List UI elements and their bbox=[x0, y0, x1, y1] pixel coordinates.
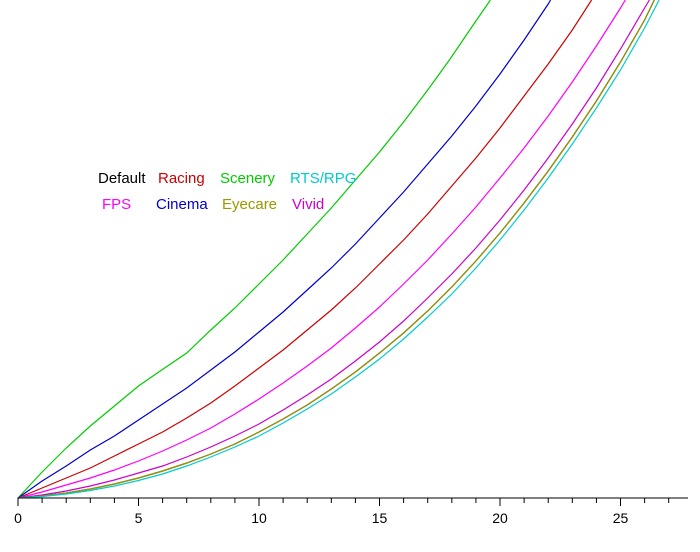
legend-eyecare: Eyecare bbox=[222, 196, 277, 213]
series-vivid bbox=[18, 0, 649, 498]
series-racing bbox=[18, 0, 592, 498]
legend-racing: Racing bbox=[158, 170, 205, 187]
series-rtsrpg bbox=[18, 0, 659, 498]
x-tick-label: 5 bbox=[135, 510, 143, 526]
legend-fps: FPS bbox=[102, 196, 131, 213]
line-chart bbox=[0, 0, 700, 552]
legend-default: Default bbox=[98, 170, 146, 187]
x-tick-label: 0 bbox=[14, 510, 22, 526]
x-tick-label: 25 bbox=[613, 510, 629, 526]
legend-scenery: Scenery bbox=[220, 170, 275, 187]
series-scenery bbox=[18, 0, 490, 498]
series-eyecare bbox=[18, 0, 654, 498]
series-fps bbox=[18, 0, 625, 498]
x-tick-label: 20 bbox=[492, 510, 508, 526]
legend-rtsrpg: RTS/RPG bbox=[290, 170, 356, 187]
series-cinema bbox=[18, 0, 551, 498]
x-tick-label: 10 bbox=[251, 510, 267, 526]
series-default bbox=[18, 0, 654, 498]
legend-cinema: Cinema bbox=[156, 196, 208, 213]
legend-vivid: Vivid bbox=[292, 196, 324, 213]
x-tick-label: 15 bbox=[372, 510, 388, 526]
chart-container: 0 5 10 15 20 25 Default Racing Scenery RTS/RPG FPS… bbox=[0, 0, 700, 552]
